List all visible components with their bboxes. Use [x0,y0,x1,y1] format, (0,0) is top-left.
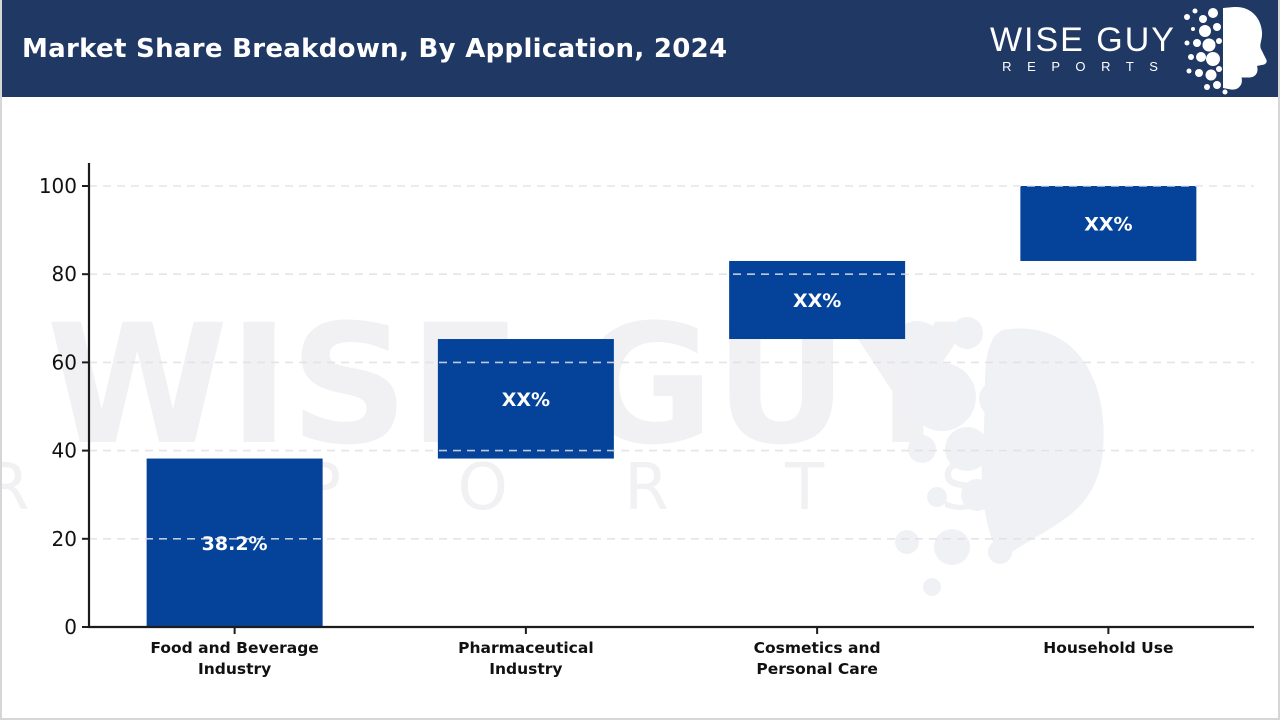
y-tick-label: 0 [64,615,77,639]
bar-value-label: 38.2% [202,533,268,555]
bar-value-label: XX% [502,389,550,411]
y-tick-label: 20 [52,527,77,551]
page-title: Market Share Breakdown, By Application, … [22,33,728,64]
y-tick-label: 80 [52,262,77,286]
logo-face-icon [1184,6,1267,94]
bar [1020,186,1197,261]
header-bar: Market Share Breakdown, By Application, … [2,0,1278,97]
y-tick-label: 60 [52,350,77,374]
bar [437,339,614,459]
watermark-face-icon [891,317,1104,596]
axis-layer: 0 20 40 60 80 100 Food and Beverage Industry Pha… [39,163,1254,678]
logo-sub-text: R E P O R T S [1002,59,1164,75]
x-category-label: Household Use [1043,639,1173,657]
x-category-label: Pharmaceutical Industry [458,639,594,678]
y-tick-label: 40 [52,439,77,463]
bar [146,458,323,627]
x-category-label: Cosmetics and Personal Care [754,639,881,678]
bar-value-label: XX% [793,290,841,312]
bar-value-label: XX% [1084,213,1132,235]
grid-layer [89,185,1254,540]
x-category-label: Food and Beverage Industry [150,639,318,678]
logo-name-text: WISE GUY [989,20,1176,59]
y-tick-label: 100 [39,174,77,198]
logo-text: WISE GUY R E P O R T S [989,20,1176,75]
bar-chart: WISE GUY R E P O R T S 38.2%XX%XX%XX% 02… [0,163,1254,678]
bars-layer: 38.2% XX% XX% XX% [146,186,1197,627]
wise-guy-reports-logo: WISE GUY R E P O R T S [990,3,1278,95]
